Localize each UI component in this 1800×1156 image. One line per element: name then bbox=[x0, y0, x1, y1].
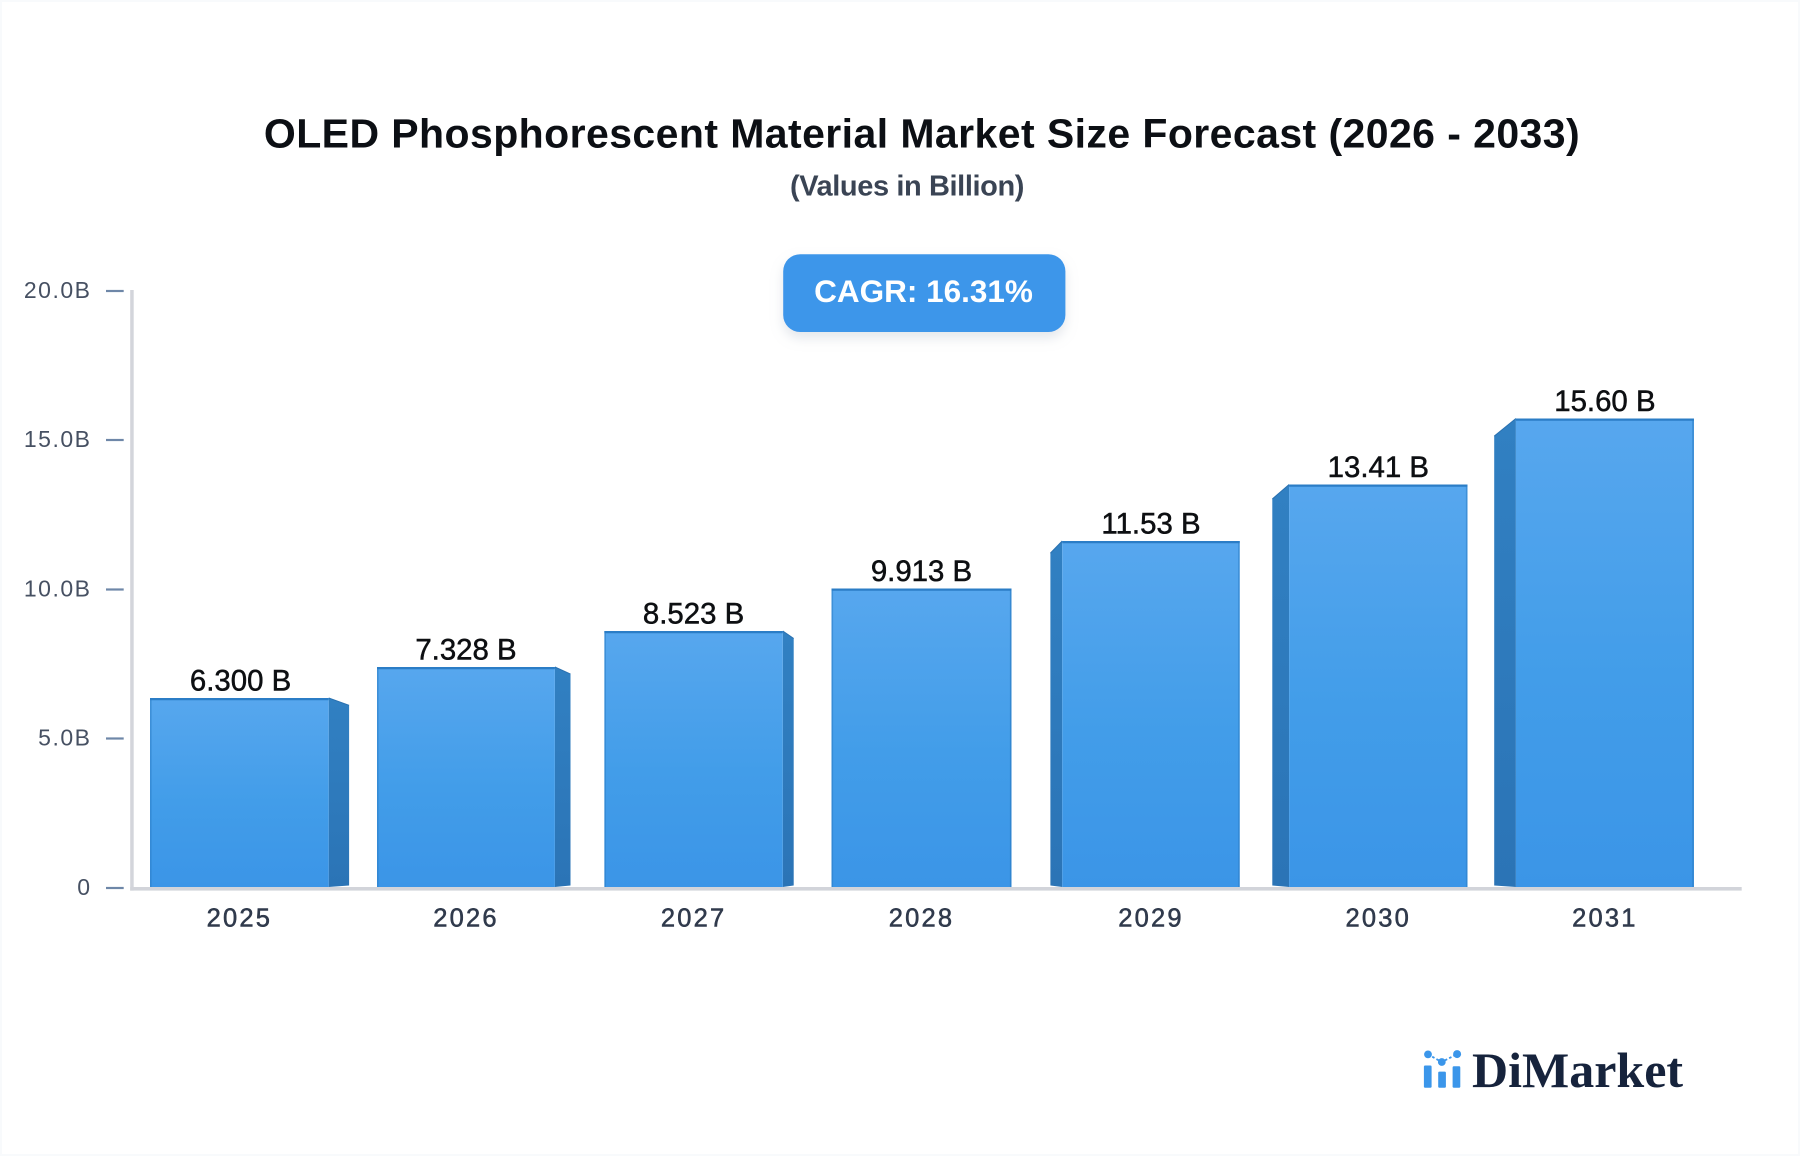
svg-text:2027: 2027 bbox=[661, 905, 727, 933]
svg-text:DiMarket: DiMarket bbox=[1472, 1042, 1683, 1098]
svg-text:2026: 2026 bbox=[433, 905, 499, 933]
svg-text:5.0B: 5.0B bbox=[38, 725, 91, 751]
svg-text:20.0B: 20.0B bbox=[24, 277, 92, 303]
svg-text:OLED Phosphorescent Material M: OLED Phosphorescent Material Market Size… bbox=[264, 111, 1580, 157]
svg-text:2031: 2031 bbox=[1572, 905, 1638, 933]
svg-text:13.41 B: 13.41 B bbox=[1328, 451, 1429, 484]
svg-text:CAGR: 16.31%: CAGR: 16.31% bbox=[814, 273, 1033, 309]
svg-text:15.60 B: 15.60 B bbox=[1554, 385, 1655, 418]
svg-text:2028: 2028 bbox=[889, 905, 955, 933]
svg-text:2029: 2029 bbox=[1118, 905, 1184, 933]
svg-text:10.0B: 10.0B bbox=[24, 576, 92, 602]
svg-text:15.0B: 15.0B bbox=[24, 426, 92, 452]
svg-text:8.523 B: 8.523 B bbox=[643, 598, 744, 631]
svg-text:0: 0 bbox=[77, 874, 91, 900]
svg-text:2030: 2030 bbox=[1346, 905, 1412, 933]
svg-text:11.53 B: 11.53 B bbox=[1101, 508, 1200, 541]
svg-text:6.300 B: 6.300 B bbox=[190, 665, 291, 698]
svg-text:2025: 2025 bbox=[207, 905, 273, 933]
svg-text:9.913 B: 9.913 B bbox=[871, 555, 972, 588]
svg-text:(Values in Billion): (Values in Billion) bbox=[790, 171, 1024, 203]
svg-text:7.328 B: 7.328 B bbox=[415, 634, 516, 667]
